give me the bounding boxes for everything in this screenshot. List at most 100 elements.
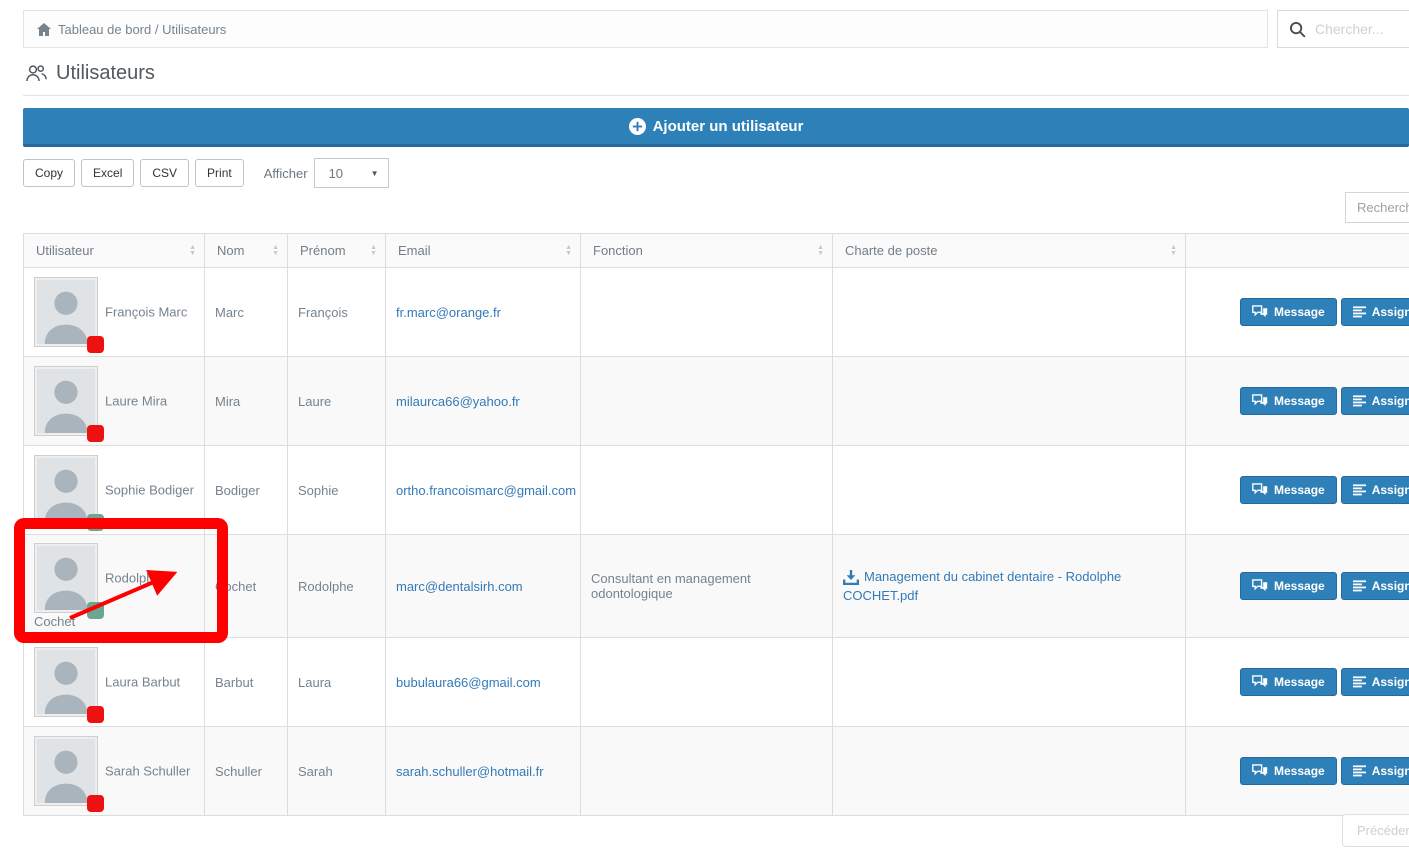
message-button[interactable]: Message [1240, 571, 1337, 600]
user-name: Laure Mira [105, 393, 168, 409]
assign-button[interactable]: Assigner [1340, 668, 1409, 697]
column-header-label: Nom [217, 243, 245, 258]
message-button-label: Message [1274, 304, 1325, 319]
message-icon [1252, 764, 1268, 777]
nom-cell: Marc [204, 267, 288, 357]
actions-cell: Message Assigner [1185, 267, 1409, 357]
message-icon [1252, 675, 1268, 688]
message-button-label: Message [1274, 674, 1325, 689]
table-row: Laura Barbut Barbut Laura bubulaura66@gm… [23, 637, 1409, 728]
email-link[interactable]: milaurca66@yahoo.fr [396, 393, 520, 409]
email-link[interactable]: marc@dentalsirh.com [396, 578, 523, 594]
avatar [34, 366, 104, 442]
avatar [34, 647, 104, 724]
column-header[interactable]: Utilisateur ▲ ▼ [23, 233, 205, 268]
email-cell: fr.marc@orange.fr [385, 267, 581, 357]
print-button[interactable]: Print [195, 159, 244, 187]
charte-cell [832, 267, 1186, 357]
email-link[interactable]: ortho.francoismarc@gmail.com [396, 482, 577, 498]
email-cell: milaurca66@yahoo.fr [385, 356, 581, 446]
column-header-label: Prénom [300, 243, 346, 258]
message-button-label: Message [1274, 763, 1325, 778]
column-header-label: Fonction [593, 243, 643, 258]
charte-link[interactable]: Management du cabinet dentaire - Rodolph… [843, 569, 1121, 603]
column-header[interactable] [1185, 233, 1409, 268]
sort-icons[interactable]: ▲ ▼ [1170, 243, 1177, 257]
status-badge [87, 795, 104, 813]
status-badge [87, 706, 104, 724]
table-search-input[interactable] [1345, 192, 1409, 223]
sort-icons[interactable]: ▲ ▼ [189, 243, 196, 257]
assign-button-label: Assigner [1371, 483, 1409, 498]
assign-icon [1352, 676, 1366, 688]
column-header[interactable]: Prénom ▲ ▼ [287, 233, 386, 268]
message-button[interactable]: Message [1240, 297, 1337, 326]
breadcrumb: Tableau de bord / Utilisateurs [23, 10, 1268, 48]
column-header-label: Charte de poste [845, 243, 938, 258]
table-row: Laure Mira Mira Laure milaurca66@yahoo.f… [23, 356, 1409, 446]
email-cell: marc@dentalsirh.com [385, 533, 581, 639]
status-badge [87, 514, 104, 531]
user-name: François Marc [105, 304, 188, 320]
excel-button[interactable]: Excel [81, 159, 135, 187]
breadcrumb-text[interactable]: Tableau de bord / Utilisateurs [58, 21, 227, 37]
status-badge [87, 336, 104, 353]
sort-icons[interactable]: ▲ ▼ [370, 243, 377, 257]
assign-icon [1352, 765, 1366, 777]
assign-button[interactable]: Assigner [1340, 298, 1409, 327]
column-header[interactable]: Fonction ▲ ▼ [580, 233, 833, 268]
fonction-cell [580, 637, 833, 728]
message-button[interactable]: Message [1240, 756, 1337, 785]
copy-button[interactable]: Copy [23, 159, 76, 187]
user-name: Laura Barbut [105, 674, 181, 690]
sort-icons[interactable]: ▲ ▼ [565, 243, 572, 257]
assign-icon [1352, 306, 1366, 318]
column-header[interactable]: Charte de poste ▲ ▼ [832, 233, 1186, 268]
nom-cell: Bodiger [204, 445, 288, 535]
nom-cell: Cochet [204, 533, 288, 639]
global-search[interactable] [1277, 10, 1409, 48]
prenom-cell: Laura [287, 637, 386, 728]
divider [23, 95, 1409, 96]
fonction-cell: Consultant en management odontologique [580, 533, 833, 639]
email-cell: ortho.francoismarc@gmail.com [385, 445, 581, 535]
assign-icon [1352, 484, 1366, 496]
message-button-label: Message [1274, 578, 1325, 593]
column-header[interactable]: Email ▲ ▼ [385, 233, 581, 268]
add-user-button[interactable]: Ajouter un utilisateur [23, 108, 1409, 147]
email-link[interactable]: sarah.schuller@hotmail.fr [396, 763, 544, 779]
avatar [34, 543, 104, 619]
charte-link-label: Management du cabinet dentaire - Rodolph… [843, 569, 1122, 604]
global-search-input[interactable] [1315, 21, 1409, 37]
fonction-cell [580, 267, 833, 357]
previous-page-button[interactable]: Précédent [1342, 814, 1409, 847]
assign-button[interactable]: Assigner [1340, 757, 1409, 786]
user-cell: Laura Barbut [23, 637, 205, 728]
nom-cell: Barbut [204, 637, 288, 728]
assign-button-label: Assigner [1371, 305, 1409, 320]
table-row: François Marc Marc François fr.marc@oran… [23, 267, 1409, 357]
user-cell: Rodolphe Cochet [23, 533, 205, 639]
users-icon [25, 64, 47, 83]
sort-icons[interactable]: ▲ ▼ [272, 243, 279, 257]
avatar [34, 277, 104, 353]
page-length-label: Afficher [263, 165, 308, 181]
actions-cell: Message Assigner [1185, 637, 1409, 728]
email-link[interactable]: fr.marc@orange.fr [396, 304, 501, 320]
column-header[interactable]: Nom ▲ ▼ [204, 233, 288, 268]
assign-button[interactable]: Assigner [1340, 572, 1409, 601]
home-icon[interactable] [37, 22, 51, 36]
page-title: Utilisateurs [25, 62, 155, 85]
page-length-select[interactable]: 10 ▼ [313, 158, 389, 188]
assign-button-label: Assigner [1371, 394, 1409, 409]
email-link[interactable]: bubulaura66@gmail.com [396, 674, 541, 690]
assign-button-label: Assigner [1371, 579, 1409, 594]
sort-icons[interactable]: ▲ ▼ [817, 243, 824, 257]
fonction-cell [580, 726, 833, 817]
csv-button[interactable]: CSV [140, 159, 190, 187]
message-button[interactable]: Message [1240, 667, 1337, 696]
assign-button[interactable]: Assigner [1340, 476, 1409, 505]
message-button[interactable]: Message [1240, 386, 1337, 415]
assign-button[interactable]: Assigner [1340, 387, 1409, 416]
message-button[interactable]: Message [1240, 475, 1337, 504]
